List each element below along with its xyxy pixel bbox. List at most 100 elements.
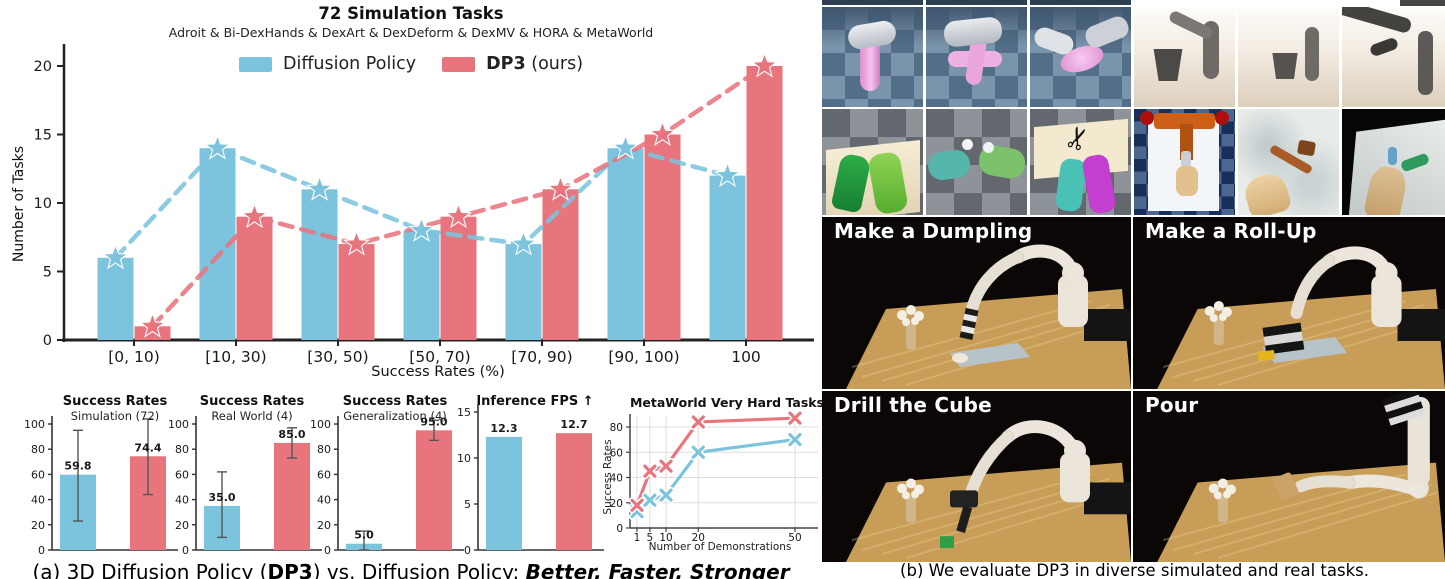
- svg-text:60: 60: [610, 447, 623, 459]
- sim-tile-dual-hands-balls: [926, 109, 1027, 215]
- robot-arm-icon: [1305, 27, 1319, 81]
- sim-success-title: Success Rates: [62, 394, 168, 409]
- svg-text:15: 15: [457, 406, 471, 419]
- legend-swatch-dp3: [442, 56, 476, 72]
- blue-cylinder-icon: [1388, 147, 1397, 165]
- svg-text:40: 40: [31, 494, 45, 507]
- photo-pour: Pour: [1133, 391, 1445, 562]
- svg-text:10: 10: [34, 196, 52, 212]
- svg-text:50: 50: [788, 532, 801, 544]
- gripper-icon: [1181, 151, 1192, 168]
- robot-hand-icon: [1082, 13, 1131, 51]
- svg-text:20: 20: [692, 532, 705, 544]
- sim-tile-faucet-arm: [1342, 7, 1445, 107]
- legend-item-dp3: DP3 (ours): [442, 54, 583, 74]
- hammer-head-icon: [1296, 139, 1317, 157]
- main-chart-ylabel: Number of Tasks: [11, 145, 27, 263]
- line-chart-xlabel: Number of Demonstrations: [648, 541, 792, 553]
- balls-icon: [962, 139, 973, 150]
- real-success-title: Success Rates: [199, 394, 305, 409]
- fps-title: Inference FPS ↑: [476, 394, 594, 409]
- svg-text:20: 20: [34, 59, 52, 75]
- robot-photo-illustration: [1133, 217, 1445, 389]
- svg-text:5: 5: [43, 265, 52, 281]
- svg-text:35.0: 35.0: [208, 491, 235, 504]
- svg-text:5: 5: [647, 532, 654, 544]
- svg-text:100: 100: [310, 418, 331, 431]
- robot-arm-icon: [1418, 31, 1433, 95]
- svg-text:74.4: 74.4: [134, 441, 161, 454]
- main-chart-legend: Diffusion Policy DP3 (ours): [0, 54, 822, 74]
- svg-text:1: 1: [634, 532, 641, 544]
- main-chart-title: 72 Simulation Tasks: [318, 4, 504, 23]
- sim-tile-hand-ring: [1030, 7, 1131, 107]
- hand-icon: [1241, 169, 1293, 215]
- line-chart-ylabel: Success Rates: [602, 439, 614, 515]
- caption-a: (a) 3D Diffusion Policy (DP3) vs. Diffus…: [32, 560, 790, 579]
- sim-tile-hand-objects: [1342, 109, 1445, 215]
- photo-make-a-dumpling: Make a Dumpling: [822, 217, 1131, 389]
- green-hand-icon: [976, 143, 1027, 181]
- sim-tile-hammer-hand: [1238, 109, 1339, 215]
- sim-tile-hand-rope: [822, 7, 923, 107]
- svg-text:[70, 90): [70, 90): [511, 348, 572, 366]
- robot-arm-icon: [1342, 7, 1413, 35]
- faucet-icon: [1368, 36, 1400, 58]
- svg-text:0: 0: [43, 333, 52, 349]
- svg-text:20: 20: [610, 498, 623, 510]
- hand-icon: [1176, 166, 1199, 197]
- svg-text:5.0: 5.0: [354, 529, 374, 542]
- bucket-icon: [1153, 49, 1183, 81]
- sim-success-subtitle: Simulation (72): [70, 409, 160, 423]
- sim-tile-hammer-topdown: [1134, 109, 1235, 215]
- svg-text:95.0: 95.0: [420, 415, 447, 428]
- cropped-row-fragment: [822, 0, 923, 5]
- svg-text:20: 20: [31, 519, 45, 532]
- teal-hand-icon: [926, 148, 972, 182]
- sim-tile-scissors-hands: ✂: [1030, 109, 1131, 215]
- red-knob-icon: [1214, 111, 1229, 126]
- sim-tile-hand-cross: [926, 7, 1027, 107]
- pink-dough-icon: [860, 37, 880, 91]
- sim-tile-bucket-arm: [1134, 7, 1235, 107]
- legend-swatch-diffusion-policy: [238, 56, 272, 72]
- svg-text:0: 0: [38, 544, 45, 557]
- photo-label: Pour: [1145, 393, 1199, 417]
- photo-make-a-roll-up: Make a Roll-Up: [1133, 217, 1445, 389]
- orange-stem-icon: [1180, 123, 1194, 160]
- svg-text:[10, 30): [10, 30): [205, 348, 266, 366]
- svg-text:0: 0: [616, 523, 623, 535]
- svg-text:20: 20: [317, 519, 331, 532]
- svg-text:100: 100: [168, 418, 189, 431]
- cropped-row-fragment: [1400, 0, 1445, 6]
- main-chart-xlabel: Success Rates (%): [371, 364, 505, 380]
- sim-tile-green-hands-bottles: [822, 109, 923, 215]
- svg-text:59.8: 59.8: [64, 460, 91, 473]
- robot-photo-illustration: [822, 391, 1131, 562]
- robot-photo-illustration: [822, 217, 1131, 389]
- main-chart-subtitle: Adroit & Bi-DexHands & DexArt & DexDefor…: [168, 25, 654, 40]
- svg-text:20: 20: [175, 519, 189, 532]
- robot-hand-icon: [942, 16, 1004, 48]
- photo-label: Make a Dumpling: [834, 219, 1033, 243]
- legend-label-diffusion-policy: Diffusion Policy: [282, 54, 417, 74]
- svg-text:85.0: 85.0: [278, 428, 305, 441]
- svg-text:5: 5: [464, 498, 471, 511]
- gen-success-subtitle: Generalization (4): [343, 409, 447, 423]
- svg-text:10: 10: [659, 532, 672, 544]
- robot-photo-illustration: [1133, 391, 1445, 562]
- caption-b: (b) We evaluate DP3 in diverse simulated…: [900, 561, 1369, 579]
- red-knob-icon: [1140, 111, 1155, 126]
- svg-text:100: 100: [731, 348, 761, 366]
- bucket-icon: [1272, 53, 1298, 79]
- cropped-row-fragment: [926, 0, 1027, 5]
- gen-success-title: Success Rates: [342, 394, 448, 409]
- photo-label: Make a Roll-Up: [1145, 219, 1317, 243]
- svg-text:60: 60: [317, 468, 331, 481]
- svg-text:10: 10: [457, 452, 471, 465]
- svg-text:15: 15: [34, 128, 52, 144]
- robot-hand-icon: [1031, 24, 1077, 58]
- svg-text:80: 80: [175, 443, 189, 456]
